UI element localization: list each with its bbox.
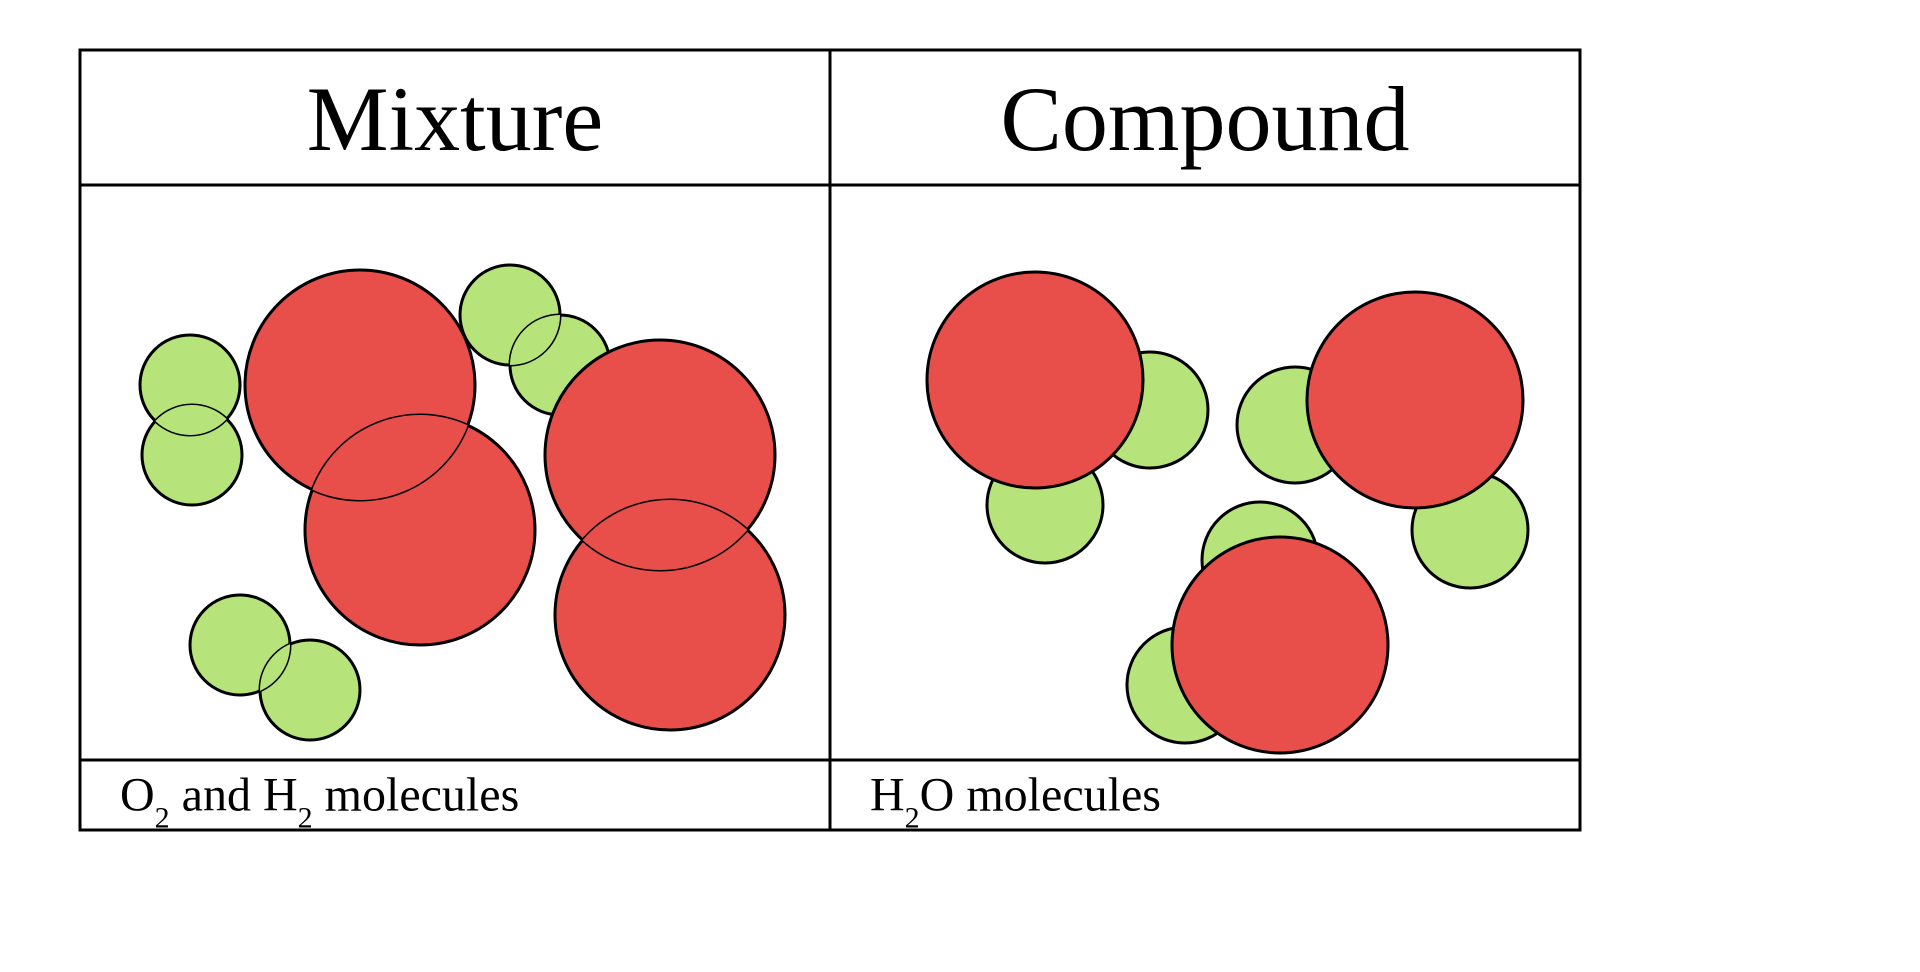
atom <box>1307 292 1523 508</box>
diagram-stage: MixtureO2 and H2 moleculesCompoundH2O mo… <box>0 0 1920 972</box>
panel-title: Compound <box>1001 68 1410 170</box>
molecule-diagram: MixtureO2 and H2 moleculesCompoundH2O mo… <box>0 0 1920 972</box>
atom <box>1172 537 1388 753</box>
molecule-diatomic <box>545 340 785 730</box>
panel-title: Mixture <box>307 68 603 170</box>
atom <box>927 272 1143 488</box>
molecule-diatomic <box>140 335 242 505</box>
